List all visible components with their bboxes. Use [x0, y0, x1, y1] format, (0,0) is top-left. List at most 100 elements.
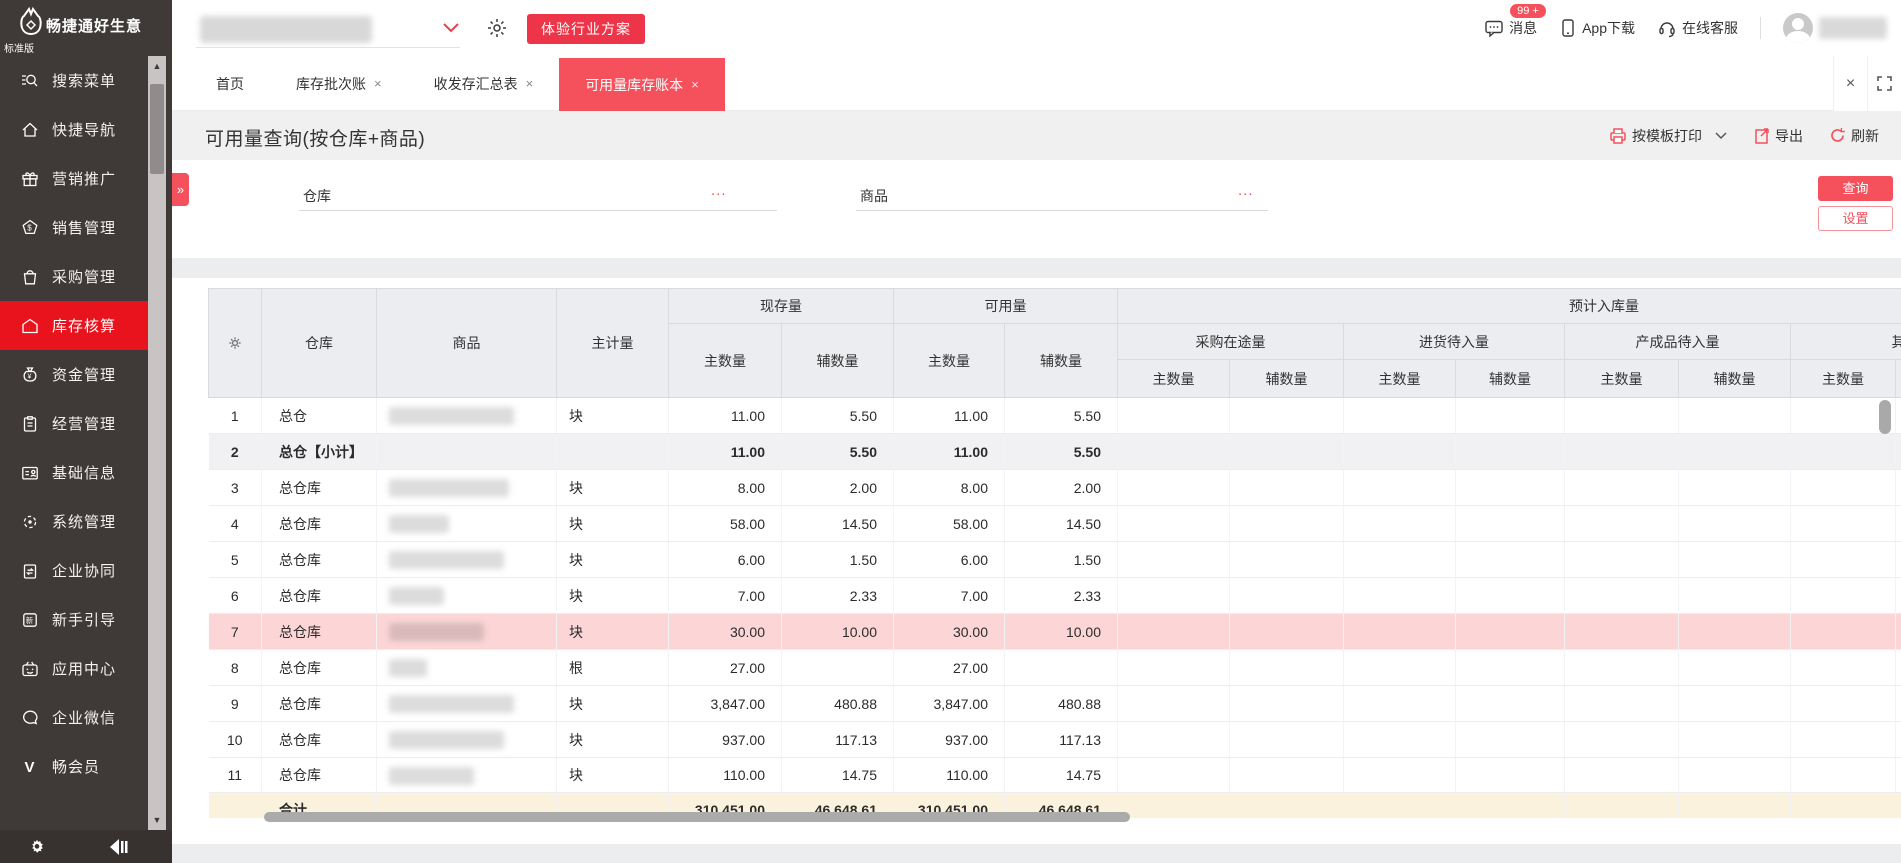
table-row[interactable]: 5 总仓库块 6.00 1.50 6.00 1.50	[208, 541, 1901, 578]
tab-label: 库存批次账	[296, 75, 366, 92]
brand-name: 畅捷通好生意	[46, 18, 143, 35]
product-cell-redacted	[376, 577, 557, 614]
sidebar-item-home[interactable]: 快捷导航	[0, 105, 148, 154]
quantity-cell: 480.88	[1004, 685, 1118, 722]
online-support-button[interactable]: 在线客服	[1657, 18, 1738, 38]
table-row-subtotal[interactable]: 2 总仓【小计】 11.00 5.50 11.00 5.50	[208, 433, 1901, 470]
quantity-cell: 30.00	[668, 613, 782, 650]
tab-可用量库存账本[interactable]: 可用量库存账本 ×	[559, 58, 725, 111]
empty-cell	[1229, 397, 1344, 434]
column-header-主数量: 主数量	[1343, 359, 1456, 398]
brand-logo-icon	[16, 6, 46, 43]
table-row[interactable]: 3 总仓库块 8.00 2.00 8.00 2.00	[208, 469, 1901, 506]
quantity-cell: 11.00	[893, 397, 1005, 434]
collapse-sidebar-icon[interactable]	[108, 838, 128, 855]
quantity-cell	[781, 649, 894, 686]
messages-button[interactable]: 99 + 消息	[1484, 4, 1546, 38]
empty-cell	[1229, 757, 1344, 793]
column-header-辅数量: 辅数量	[1678, 359, 1791, 398]
app-download-button[interactable]: App下载	[1559, 18, 1635, 38]
warehouse-cell: 总仓库	[261, 721, 377, 758]
column-header-商品: 商品	[376, 288, 557, 398]
sidebar-item-collaboration[interactable]: 企业协同	[0, 546, 148, 595]
svg-text:$: $	[27, 223, 32, 232]
page-toolbar: 按模板打印 导出 刷新	[1609, 111, 1879, 160]
sidebar-item-purchase[interactable]: 采购管理	[0, 252, 148, 301]
sidebar-item-system[interactable]: 系统管理	[0, 497, 148, 546]
empty-cell	[1455, 433, 1565, 470]
table-row[interactable]: 1 总仓块 11.00 5.50 11.00 5.50	[208, 397, 1901, 434]
vertical-scrollbar-thumb[interactable]	[1879, 400, 1891, 434]
warehouse-picker-button[interactable]: ...	[711, 182, 727, 199]
sidebar-item-member[interactable]: V 畅会员	[0, 742, 148, 791]
chevron-down-icon[interactable]	[1715, 131, 1727, 140]
company-name-redacted[interactable]	[200, 16, 372, 43]
horizontal-scrollbar-thumb[interactable]	[264, 812, 1130, 822]
sidebar-scrollbar[interactable]: ▲ ▼	[148, 56, 166, 830]
warehouse-input[interactable]	[299, 210, 777, 211]
empty-cell	[1229, 721, 1344, 758]
scrollbar-thumb[interactable]	[150, 84, 164, 174]
sidebar-item-warehouse[interactable]: 库存核算	[0, 301, 148, 350]
tab-收发存汇总表[interactable]: 收发存汇总表 ×	[408, 56, 560, 111]
product-picker-button[interactable]: ...	[1238, 182, 1254, 199]
fullscreen-icon[interactable]	[1867, 56, 1901, 111]
scroll-down-arrow-icon[interactable]: ▼	[152, 815, 162, 825]
svg-text:新: 新	[26, 615, 35, 625]
product-input[interactable]	[856, 210, 1268, 211]
empty-cell	[1117, 649, 1230, 686]
empty-cell	[1895, 505, 1901, 542]
close-icon[interactable]: ×	[691, 77, 699, 92]
quantity-cell: 6.00	[668, 541, 782, 578]
sidebar-item-app-center[interactable]: 应用中心	[0, 644, 148, 693]
row-number: 10	[208, 721, 262, 758]
settings-button[interactable]: 设置	[1818, 206, 1893, 231]
table-row[interactable]: 8 总仓库根 27.00 27.00	[208, 649, 1901, 686]
tab-库存批次账[interactable]: 库存批次账 ×	[270, 56, 408, 111]
close-tab-button[interactable]: ×	[1833, 56, 1867, 111]
column-settings-gear-icon[interactable]	[208, 288, 262, 398]
row-number: 9	[208, 685, 262, 722]
chevron-down-icon[interactable]	[443, 20, 459, 38]
home-icon	[20, 120, 40, 140]
sidebar-item-newbie[interactable]: 新 新手引导	[0, 595, 148, 644]
table-row-clipped[interactable]: 11 总仓库块 110.00 14.75 110.00 14.75	[208, 757, 1901, 793]
close-icon[interactable]: ×	[374, 76, 382, 91]
sidebar-item-sales[interactable]: $ 销售管理	[0, 203, 148, 252]
expand-filters-button[interactable]: »	[172, 173, 189, 206]
tab-首页[interactable]: 首页	[190, 56, 270, 111]
refresh-button[interactable]: 刷新	[1829, 126, 1879, 146]
export-icon	[1753, 127, 1770, 145]
sidebar-item-operations[interactable]: 经营管理	[0, 399, 148, 448]
user-account-button[interactable]	[1783, 13, 1887, 43]
experience-solution-button[interactable]: 体验行业方案	[527, 14, 645, 44]
column-header-辅数量: 辅数量	[781, 323, 894, 398]
sidebar-item-gift[interactable]: 营销推广	[0, 154, 148, 203]
table-row[interactable]: 4 总仓库块 58.00 14.50 58.00 14.50	[208, 505, 1901, 542]
sidebar-item-wechat[interactable]: 企业微信	[0, 693, 148, 742]
sidebar-item-funds[interactable]: ¥ 资金管理	[0, 350, 148, 399]
headset-icon	[1657, 18, 1677, 38]
table-row[interactable]: 9 总仓库块 3,847.00 480.88 3,847.00 480.88	[208, 685, 1901, 722]
table-row[interactable]: 6 总仓库块 7.00 2.33 7.00 2.33	[208, 577, 1901, 614]
scroll-up-arrow-icon[interactable]: ▲	[152, 61, 162, 71]
settings-gear-icon[interactable]	[28, 838, 46, 856]
table-row[interactable]: 10 总仓库块 937.00 117.13 937.00 117.13	[208, 721, 1901, 758]
empty-cell	[1790, 613, 1896, 650]
column-header-主数量: 主数量	[1790, 359, 1896, 398]
print-by-template-button[interactable]: 按模板打印	[1609, 126, 1727, 146]
unit-cell: 块	[556, 577, 669, 614]
sidebar-item-base-info[interactable]: 基础信息	[0, 448, 148, 497]
quantity-cell: 14.50	[1004, 505, 1118, 542]
gear-icon[interactable]	[486, 17, 508, 44]
sidebar-item-search-menu[interactable]: 搜索菜单	[0, 56, 148, 105]
table-row-selected[interactable]: 7 总仓库块 30.00 10.00 30.00 10.00	[208, 613, 1901, 650]
tab-label: 收发存汇总表	[433, 75, 518, 92]
empty-cell	[1790, 685, 1896, 722]
export-button[interactable]: 导出	[1753, 126, 1803, 146]
row-number: 2	[208, 433, 262, 470]
quantity-cell: 11.00	[668, 397, 782, 434]
search-button[interactable]: 查询	[1818, 176, 1893, 201]
close-icon[interactable]: ×	[525, 76, 534, 91]
empty-cell	[1895, 541, 1901, 578]
